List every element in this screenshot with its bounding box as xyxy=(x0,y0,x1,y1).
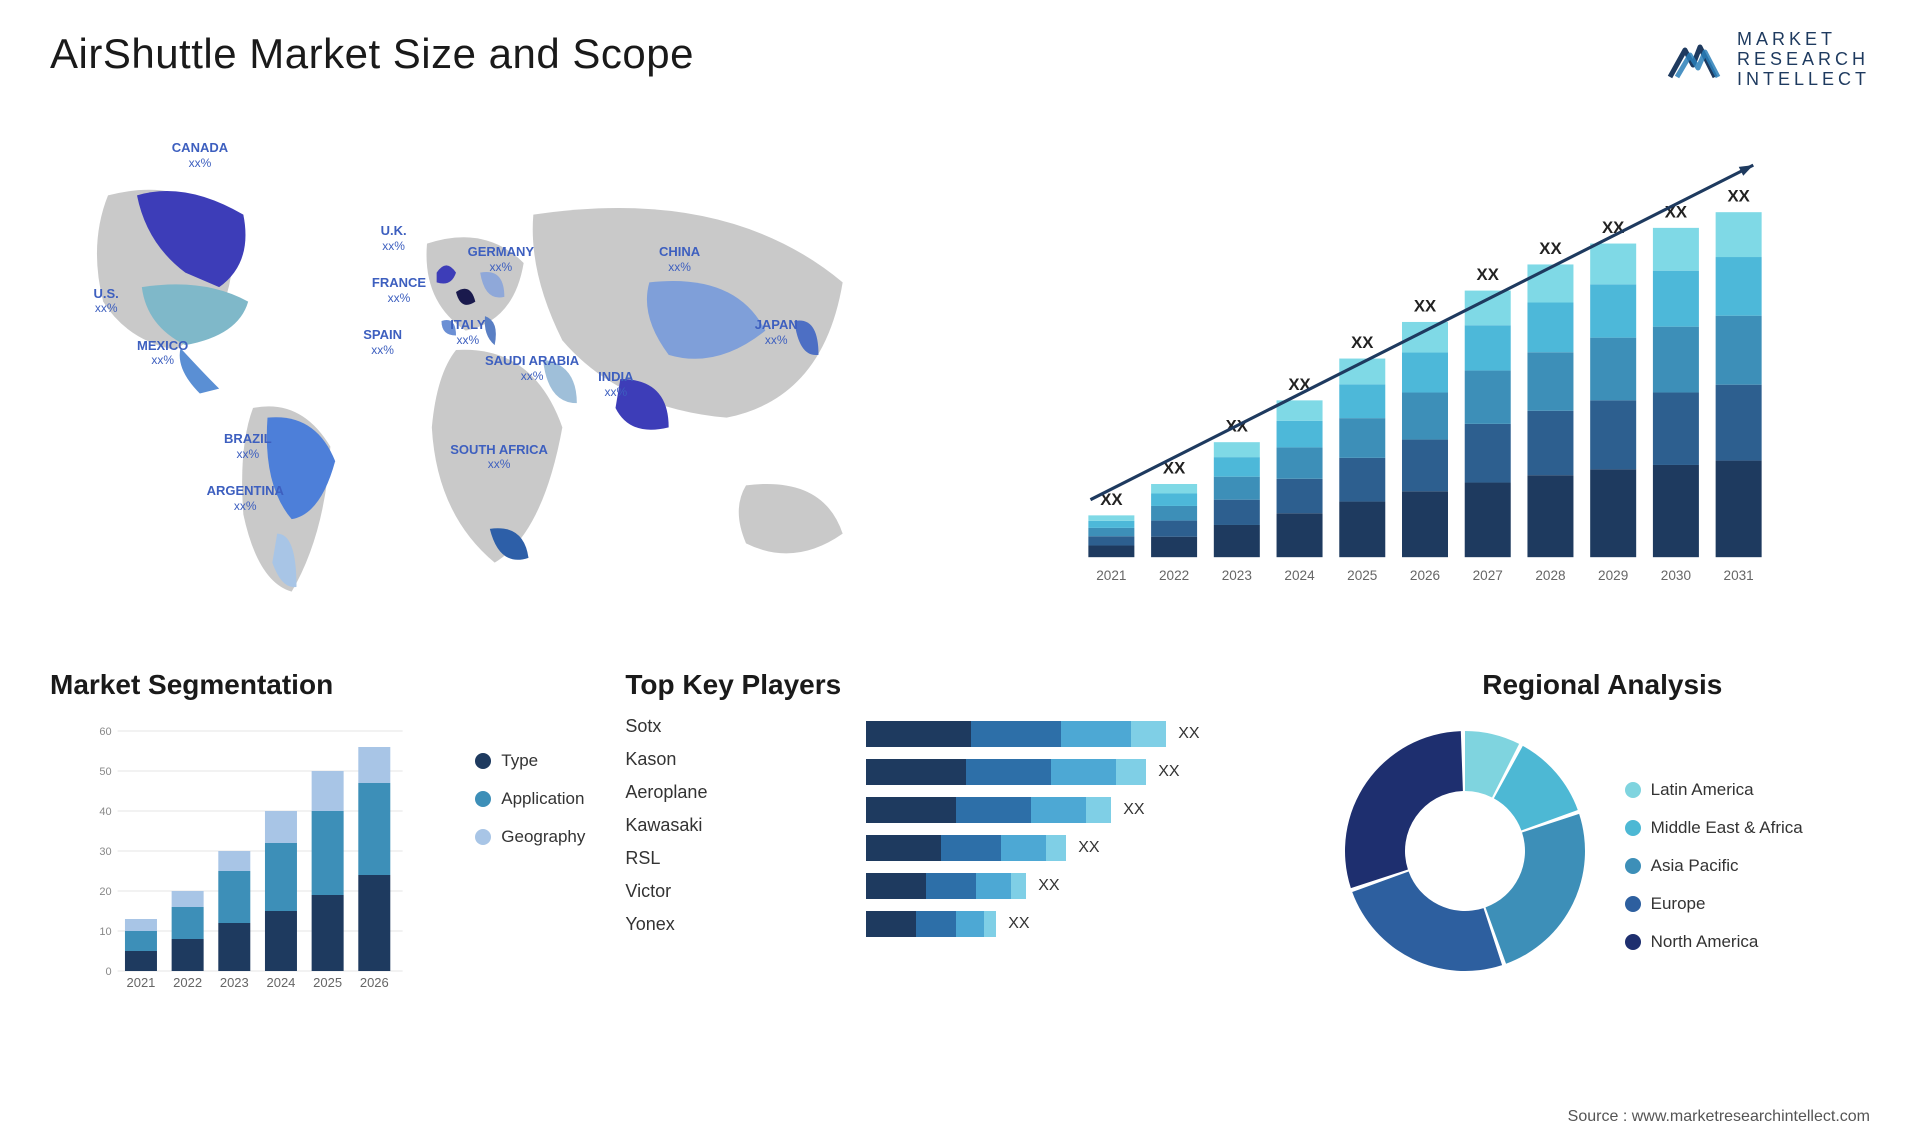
map-label-japan: JAPANxx% xyxy=(755,317,798,347)
regional-legend-item: North America xyxy=(1625,932,1803,952)
segmentation-chart: 0 10 20 30 40 50 60 2021 2022 2023 2024 2025 2026 xyxy=(50,721,445,1001)
player-bar-row: XX xyxy=(866,797,1294,823)
page-title: AirShuttle Market Size and Scope xyxy=(50,30,694,78)
regional-donut xyxy=(1335,721,1595,981)
svg-text:2026: 2026 xyxy=(1410,569,1440,584)
segmentation-bars: 0 10 20 30 40 50 60 2021 2022 2023 2024 2025 2026 xyxy=(50,721,445,1001)
svg-text:50: 50 xyxy=(99,766,111,778)
regional-title: Regional Analysis xyxy=(1335,669,1870,701)
svg-text:2021: 2021 xyxy=(1096,569,1126,584)
svg-text:2022: 2022 xyxy=(173,975,202,990)
growth-bars: XX2021XX2022XX2023XX2024XX2025XX2026XX20… xyxy=(990,139,1860,599)
seg-legend-geography: Geography xyxy=(475,827,585,847)
player-bar-row: XX xyxy=(866,873,1294,899)
svg-text:30: 30 xyxy=(99,846,111,858)
segmentation-legend: Type Application Geography xyxy=(475,721,585,1001)
regional-panel: Regional Analysis Latin America Middle Ea… xyxy=(1335,669,1870,1049)
svg-text:2022: 2022 xyxy=(1159,569,1189,584)
regional-legend-item: Asia Pacific xyxy=(1625,856,1803,876)
player-name: Kason xyxy=(625,749,841,770)
player-bar-row: XX xyxy=(866,759,1294,785)
map-label-argentina: ARGENTINAxx% xyxy=(207,483,284,513)
svg-text:2023: 2023 xyxy=(220,975,249,990)
segmentation-title: Market Segmentation xyxy=(50,669,585,701)
svg-text:60: 60 xyxy=(99,726,111,738)
map-label-saudi-arabia: SAUDI ARABIAxx% xyxy=(485,353,579,383)
map-label-germany: GERMANYxx% xyxy=(468,244,534,274)
svg-text:2024: 2024 xyxy=(1284,569,1315,584)
seg-legend-application: Application xyxy=(475,789,585,809)
map-label-spain: SPAINxx% xyxy=(363,327,402,357)
key-players-title: Top Key Players xyxy=(625,669,841,701)
svg-text:XX: XX xyxy=(1351,333,1373,352)
map-label-u-s-: U.S.xx% xyxy=(94,286,119,316)
svg-text:2031: 2031 xyxy=(1724,569,1754,584)
svg-text:XX: XX xyxy=(1477,266,1499,285)
svg-text:2025: 2025 xyxy=(1347,569,1377,584)
svg-text:XX: XX xyxy=(1727,187,1749,206)
regional-legend-item: Middle East & Africa xyxy=(1625,818,1803,838)
svg-text:XX: XX xyxy=(1539,239,1561,258)
segmentation-panel: Market Segmentation 0 10 20 30 40 50 60 2021 202… xyxy=(50,669,585,1049)
player-name: RSL xyxy=(625,848,841,869)
map-label-france: FRANCExx% xyxy=(372,275,426,305)
svg-text:2028: 2028 xyxy=(1535,569,1565,584)
svg-text:XX: XX xyxy=(1414,297,1436,316)
regional-legend: Latin America Middle East & Africa Asia Pa… xyxy=(1625,750,1803,952)
player-bar-row: XX xyxy=(866,721,1294,747)
logo-icon xyxy=(1665,35,1725,85)
map-label-u-k-: U.K.xx% xyxy=(381,223,407,253)
player-name: Sotx xyxy=(625,716,841,737)
key-players-bars: XX XX XX XX XX XX xyxy=(866,669,1294,949)
map-label-south-africa: SOUTH AFRICAxx% xyxy=(450,442,548,472)
player-bar-row: XX xyxy=(866,835,1294,861)
regional-legend-item: Europe xyxy=(1625,894,1803,914)
svg-text:10: 10 xyxy=(99,926,111,938)
map-label-china: CHINAxx% xyxy=(659,244,700,274)
donut-chart xyxy=(1335,721,1595,981)
svg-text:2025: 2025 xyxy=(313,975,342,990)
svg-text:0: 0 xyxy=(106,966,112,978)
map-label-canada: CANADAxx% xyxy=(172,140,228,170)
growth-chart: XX2021XX2022XX2023XX2024XX2025XX2026XX20… xyxy=(980,119,1870,639)
seg-legend-type: Type xyxy=(475,751,585,771)
map-label-mexico: MEXICOxx% xyxy=(137,338,188,368)
regional-legend-item: Latin America xyxy=(1625,780,1803,800)
map-label-brazil: BRAZILxx% xyxy=(224,431,272,461)
player-name: Victor xyxy=(625,881,841,902)
world-map-section: CANADAxx% U.S.xx% MEXICOxx% BRAZILxx% ARGENT… xyxy=(50,119,920,639)
logo-text-1: MARKET xyxy=(1737,30,1870,50)
svg-text:2024: 2024 xyxy=(267,975,296,990)
source-text: Source : www.marketresearchintellect.com xyxy=(1568,1108,1870,1126)
svg-text:40: 40 xyxy=(99,806,111,818)
key-players-panel: Top Key Players Sotx Kason Aeroplane Kawasa… xyxy=(625,669,1294,1049)
svg-text:2030: 2030 xyxy=(1661,569,1692,584)
svg-text:20: 20 xyxy=(99,886,111,898)
key-players-list: Sotx Kason Aeroplane Kawasaki RSL Victor Yonex xyxy=(625,716,841,935)
player-bar-row: XX xyxy=(866,911,1294,937)
player-name: Kawasaki xyxy=(625,815,841,836)
player-name: Yonex xyxy=(625,914,841,935)
svg-text:2026: 2026 xyxy=(360,975,389,990)
svg-text:2029: 2029 xyxy=(1598,569,1628,584)
logo-text-3: INTELLECT xyxy=(1737,70,1870,90)
logo-text-2: RESEARCH xyxy=(1737,50,1870,70)
player-name: Aeroplane xyxy=(625,782,841,803)
svg-text:2023: 2023 xyxy=(1222,569,1252,584)
brand-logo: MARKET RESEARCH INTELLECT xyxy=(1665,30,1870,89)
map-label-italy: ITALYxx% xyxy=(450,317,485,347)
svg-text:2027: 2027 xyxy=(1473,569,1503,584)
map-label-india: INDIAxx% xyxy=(598,369,633,399)
svg-text:2021: 2021 xyxy=(127,975,156,990)
